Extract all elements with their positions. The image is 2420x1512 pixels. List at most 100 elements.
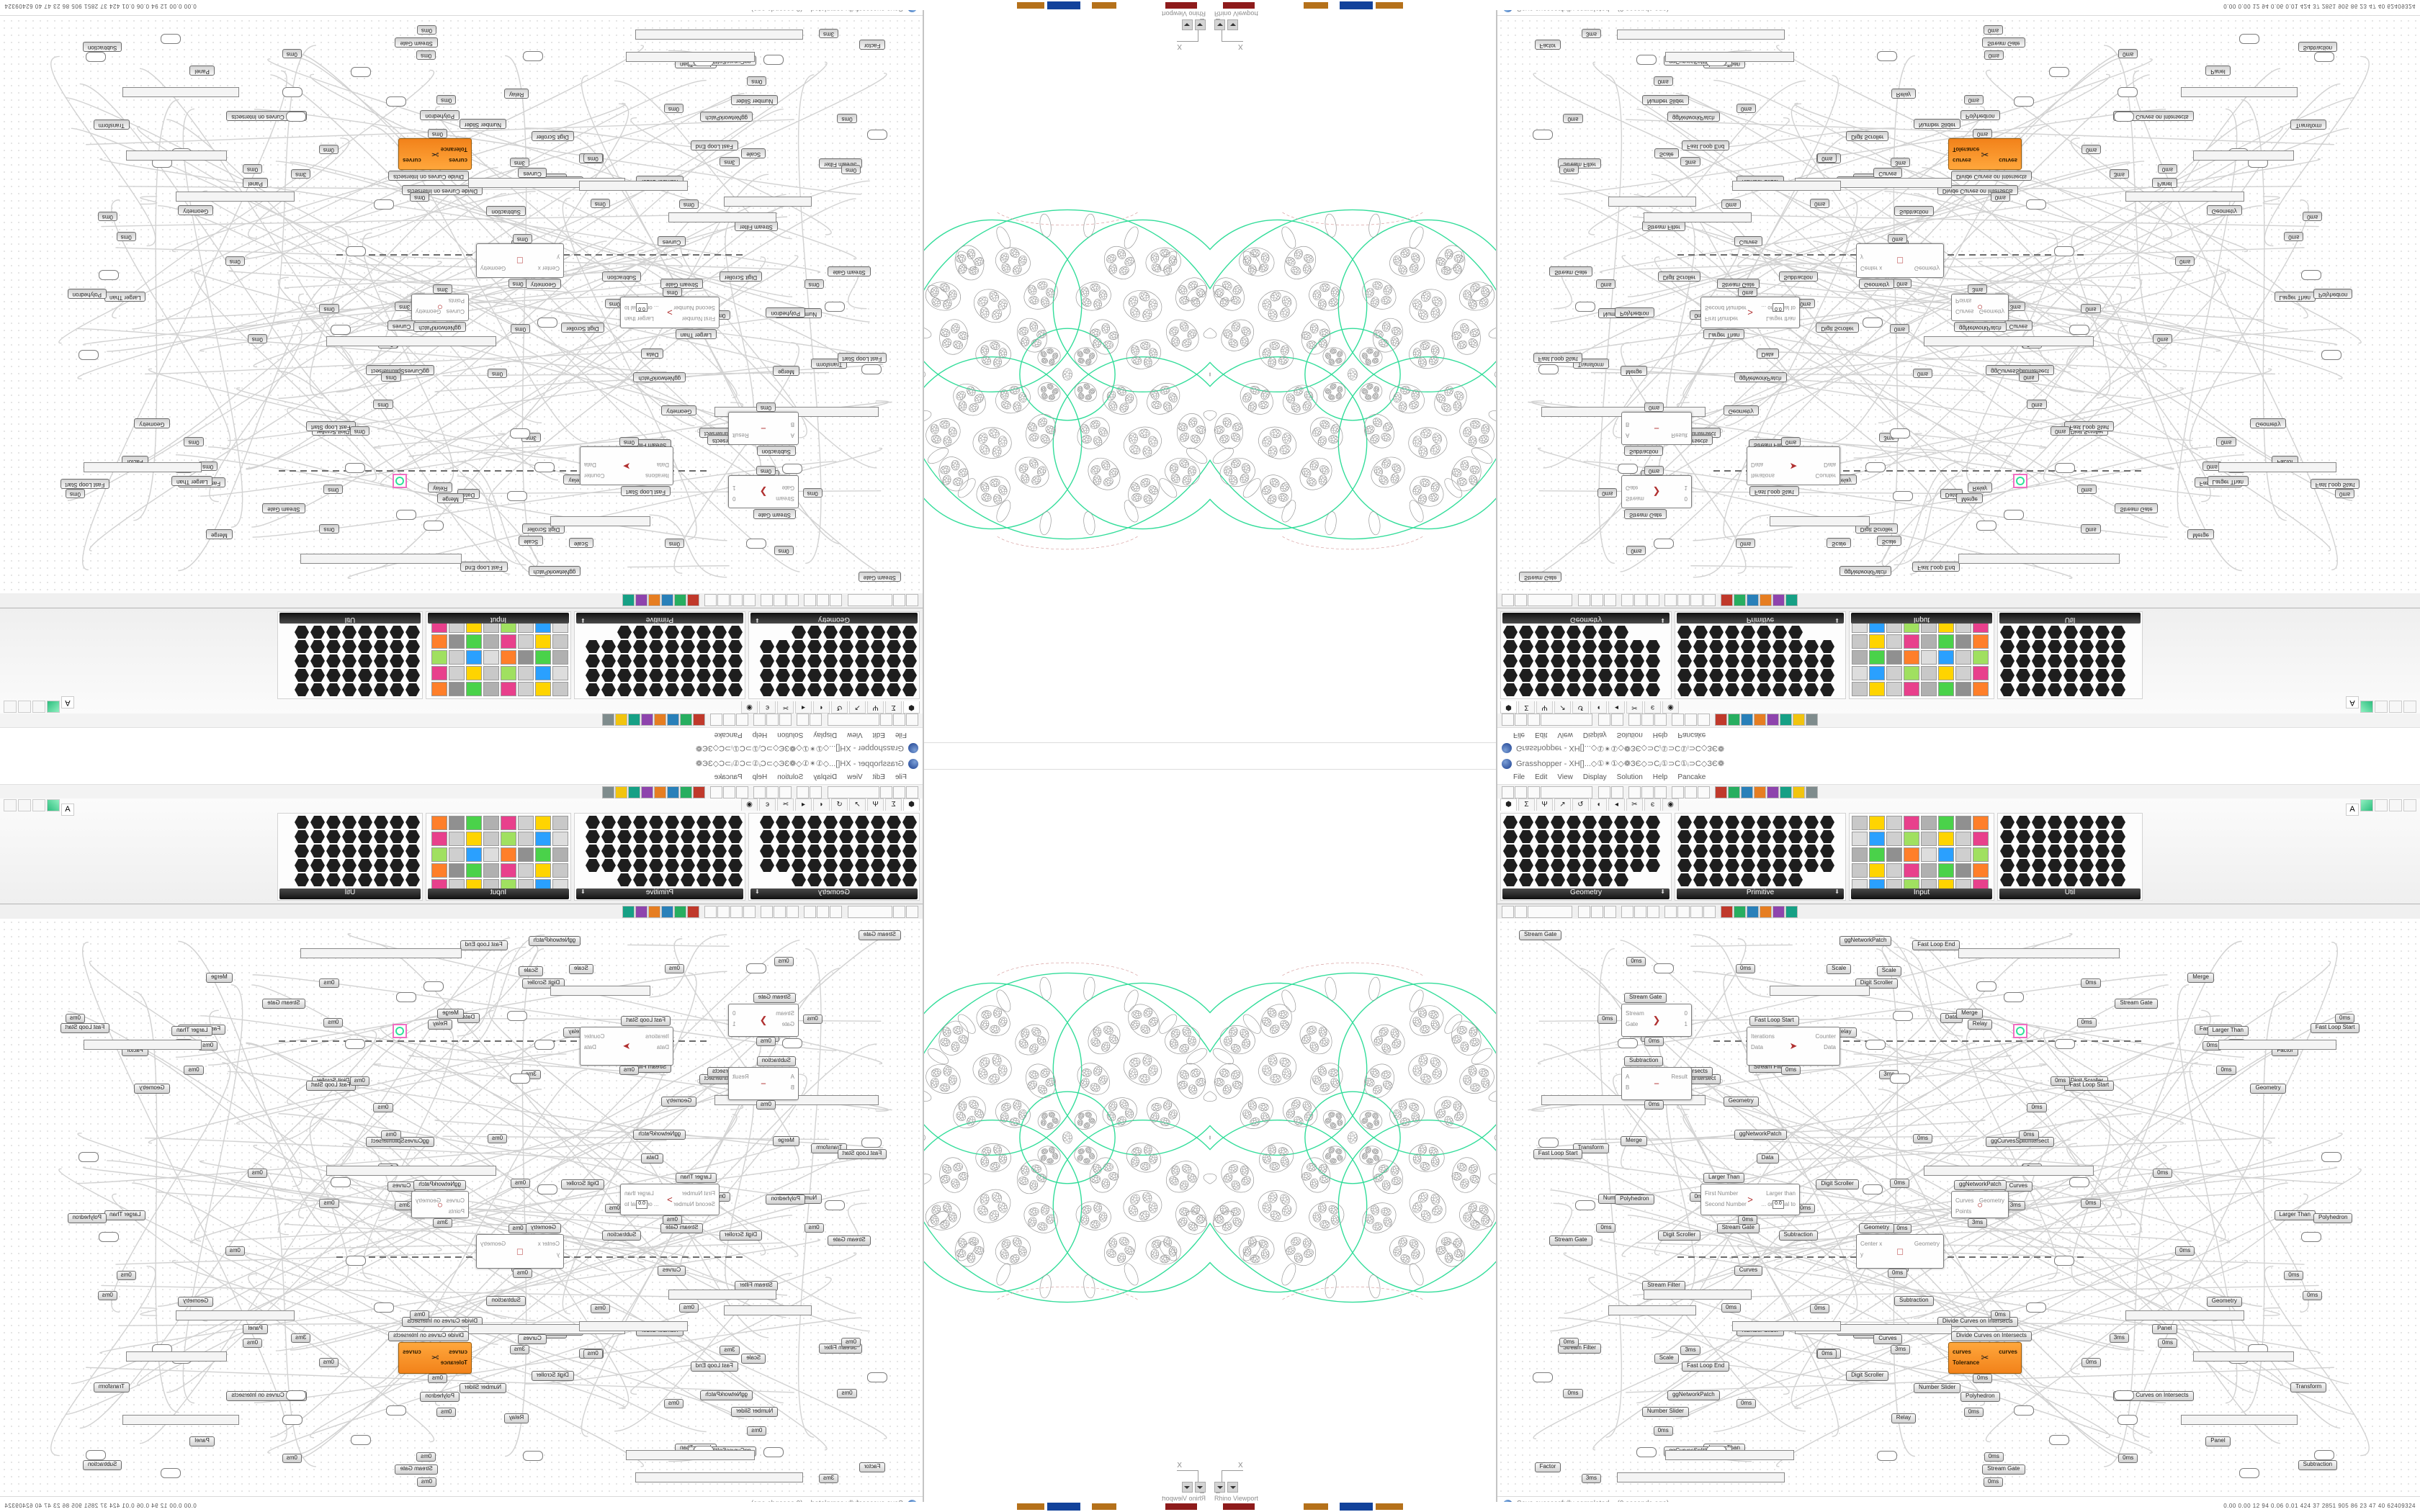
component-icon[interactable] [1757, 859, 1771, 872]
component-icon[interactable] [535, 832, 551, 846]
component-icon[interactable] [1519, 654, 1533, 667]
component-icon[interactable] [2016, 816, 2030, 829]
node-caption[interactable]: Fast Loop End [460, 940, 508, 951]
file-toolbar[interactable] [0, 712, 923, 728]
node-caption[interactable]: Number Slider [459, 1382, 506, 1393]
component-ribbon[interactable]: ⬢ Σ Ψ ↗ ↺ ◖ ◂ ✂ є ◉ A Geometry ⬇ Primitive ⬇ Input Uti… [0, 798, 923, 904]
component-icon[interactable] [1904, 863, 1919, 878]
component-icon[interactable] [855, 873, 869, 886]
node-caption[interactable]: Subtraction [602, 271, 642, 282]
component-icon[interactable] [1886, 650, 1902, 665]
component-icon[interactable] [633, 640, 647, 653]
component-icon[interactable] [1709, 830, 1724, 843]
component-icon[interactable] [310, 669, 325, 682]
node-caption[interactable]: ggNetworkPatch [633, 1129, 686, 1140]
component-icon[interactable] [2111, 640, 2125, 653]
node-input-port[interactable]: Gate [781, 1021, 794, 1027]
node-output-port[interactable]: 0 [732, 1010, 736, 1017]
component-icon[interactable] [1741, 816, 1755, 829]
ribbon-group-geometry[interactable]: Geometry ⬇ [748, 611, 920, 699]
mesh-icon[interactable] [1654, 714, 1667, 726]
node-caption-stream-gate-node[interactable]: Stream Gate [1624, 509, 1667, 519]
ggnetworkpatch-node[interactable]: Curves Points Geometry ○ [1951, 294, 2009, 321]
component-icon[interactable] [665, 845, 679, 858]
component-icon[interactable] [358, 845, 372, 858]
node-output-port[interactable]: Counter [584, 472, 605, 479]
geometry-node[interactable]: Center x y Geometry □ [1856, 1234, 1944, 1269]
component-icon[interactable] [617, 845, 632, 858]
menu-bar[interactable]: File Edit View Display Solution Help Pancake [1497, 772, 2420, 784]
component-icon[interactable] [776, 683, 790, 696]
component-icon[interactable] [483, 666, 499, 680]
profiler-icon[interactable] [710, 714, 722, 726]
component-icon[interactable] [2079, 683, 2094, 696]
component-icon[interactable] [483, 816, 499, 830]
relay-node[interactable] [2049, 66, 2070, 77]
component-icon[interactable] [1630, 830, 1644, 843]
prof3-icon[interactable] [717, 594, 730, 606]
open-icon[interactable] [893, 714, 905, 726]
component-icon[interactable] [712, 816, 727, 829]
node-input-port[interactable]: Gate [781, 485, 794, 491]
prof3-icon[interactable] [717, 906, 730, 918]
component-icon[interactable] [1741, 626, 1755, 639]
relay-node[interactable] [1865, 1039, 1886, 1050]
number-slider[interactable] [1769, 986, 1870, 996]
viewport-prev-button[interactable] [1214, 19, 1225, 30]
component-icon[interactable] [466, 634, 482, 649]
ribbon-right-icons[interactable]: A [4, 799, 76, 816]
component-palette[interactable] [576, 815, 743, 887]
component-icon[interactable] [2032, 626, 2046, 639]
component-icon[interactable] [902, 873, 917, 886]
component-icon[interactable] [776, 845, 790, 858]
menu-item-file[interactable]: File [895, 773, 907, 781]
component-icon[interactable] [1741, 669, 1755, 682]
component-icon[interactable] [1567, 683, 1581, 696]
component-palette[interactable] [428, 815, 569, 894]
transform-tab[interactable]: є [759, 701, 776, 714]
vector-tab[interactable]: ↗ [1554, 798, 1571, 811]
component-icon[interactable] [1973, 666, 1989, 680]
component-icon[interactable] [1519, 669, 1533, 682]
relay-node[interactable] [1617, 463, 1638, 474]
c6-icon[interactable] [1785, 906, 1798, 918]
menu-item-file[interactable]: File [1513, 731, 1525, 739]
component-icon[interactable] [617, 626, 632, 639]
color7-icon[interactable] [1793, 714, 1805, 726]
component-icon[interactable] [390, 859, 404, 872]
component-icon[interactable] [1773, 654, 1787, 667]
component-icon[interactable] [310, 816, 325, 829]
number-slider[interactable] [1732, 180, 1841, 191]
node-caption[interactable]: ggNetworkPatch [1667, 1390, 1720, 1400]
prof4-icon[interactable] [1703, 906, 1716, 918]
number-slider[interactable] [1732, 1321, 1841, 1332]
node-output-port[interactable]: 0 [1684, 1010, 1688, 1017]
component-icon[interactable] [1869, 666, 1885, 680]
node-caption[interactable]: ggNetworkPatch [528, 566, 581, 577]
component-icon[interactable] [342, 669, 357, 682]
node-caption[interactable]: Curves [2004, 320, 2033, 330]
component-icon[interactable] [728, 845, 743, 858]
c5-icon[interactable] [1773, 594, 1785, 606]
component-icon[interactable] [358, 830, 372, 843]
node-caption-divide-curves-node[interactable]: Divide Curves on Intersects [388, 1331, 469, 1341]
number-slider[interactable] [326, 1165, 496, 1176]
component-icon[interactable] [1519, 816, 1533, 829]
undo-icon[interactable] [810, 786, 822, 798]
component-icon[interactable] [374, 640, 388, 653]
c6-icon[interactable] [622, 906, 635, 918]
intersect-tab[interactable]: ✂ [1626, 701, 1643, 714]
relay-node[interactable] [79, 1151, 99, 1162]
component-icon[interactable] [712, 669, 727, 682]
component-icon[interactable] [823, 669, 838, 682]
component-icon[interactable] [2063, 873, 2078, 886]
node-caption[interactable]: Panel [243, 1324, 268, 1335]
canvas-toolbar[interactable] [1497, 904, 2420, 919]
component-icon[interactable] [2048, 683, 2062, 696]
component-icon[interactable] [535, 634, 551, 649]
display-tab[interactable]: ◉ [741, 701, 758, 714]
zoom-combo[interactable] [828, 786, 879, 798]
node-input-port[interactable]: Iterations [645, 472, 669, 479]
component-icon[interactable] [1614, 830, 1628, 843]
component-icon[interactable] [2079, 859, 2094, 872]
